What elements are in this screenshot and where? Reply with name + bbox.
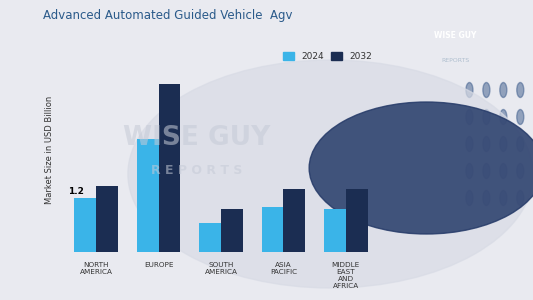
Circle shape <box>466 82 473 98</box>
Text: R E P O R T S: R E P O R T S <box>151 164 242 177</box>
Circle shape <box>517 190 524 206</box>
Bar <box>324 209 346 252</box>
Circle shape <box>500 82 507 98</box>
Text: WISE GUY: WISE GUY <box>123 125 270 151</box>
Text: Advanced Automated Guided Vehicle  Agv: Advanced Automated Guided Vehicle Agv <box>43 9 292 22</box>
Legend: 2024, 2032: 2024, 2032 <box>279 48 375 65</box>
Circle shape <box>517 136 524 152</box>
Circle shape <box>517 82 524 98</box>
Bar <box>96 186 118 252</box>
Circle shape <box>517 164 524 178</box>
Circle shape <box>128 60 533 288</box>
Bar <box>158 84 180 252</box>
Circle shape <box>466 136 473 152</box>
Circle shape <box>483 164 490 178</box>
Circle shape <box>483 190 490 206</box>
Bar <box>221 209 243 252</box>
Text: WISE GUY: WISE GUY <box>434 32 477 40</box>
Circle shape <box>500 136 507 152</box>
Text: 1.2: 1.2 <box>68 187 84 196</box>
Bar <box>262 207 284 252</box>
Circle shape <box>500 190 507 206</box>
Bar <box>284 188 305 252</box>
Circle shape <box>466 110 473 124</box>
Circle shape <box>517 110 524 124</box>
Bar <box>199 223 221 252</box>
Circle shape <box>500 110 507 124</box>
Circle shape <box>483 110 490 124</box>
Circle shape <box>483 82 490 98</box>
Bar <box>74 198 96 252</box>
Circle shape <box>309 102 533 234</box>
Bar <box>136 139 158 252</box>
Circle shape <box>500 164 507 178</box>
Y-axis label: Market Size in USD Billion: Market Size in USD Billion <box>45 96 54 204</box>
Circle shape <box>466 190 473 206</box>
Text: REPORTS: REPORTS <box>441 58 470 62</box>
Circle shape <box>466 164 473 178</box>
Bar <box>346 188 368 252</box>
Circle shape <box>483 136 490 152</box>
